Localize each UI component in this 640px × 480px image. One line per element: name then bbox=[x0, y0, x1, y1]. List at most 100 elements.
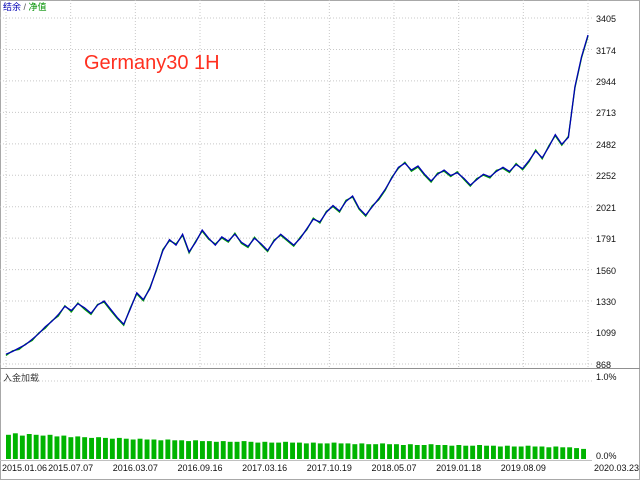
deposit-load-bar bbox=[518, 446, 524, 459]
x-tick-label: 2016.09.16 bbox=[177, 463, 223, 473]
deposit-load-bar bbox=[103, 437, 108, 459]
x-tick-label: 2018.05.07 bbox=[371, 463, 417, 473]
y-tick-label: 1099 bbox=[596, 328, 617, 339]
deposit-load-bar bbox=[567, 447, 573, 459]
deposit-load-bar bbox=[456, 445, 462, 459]
panel-divider bbox=[0, 368, 640, 369]
deposit-load-bar bbox=[248, 441, 254, 459]
x-tick-label: 2015.07.07 bbox=[48, 463, 94, 473]
deposit-load-bar bbox=[338, 443, 344, 459]
deposit-load-bar bbox=[317, 443, 323, 459]
deposit-load-bar bbox=[504, 445, 510, 459]
deposit-load-bar bbox=[484, 445, 489, 459]
y-tick-label: 2252 bbox=[596, 171, 617, 182]
deposit-load-bar bbox=[421, 445, 427, 459]
deposit-load-bar bbox=[345, 443, 351, 459]
deposit-load-bar bbox=[491, 445, 496, 459]
deposit-load-bar bbox=[414, 445, 420, 459]
y-tick-label: 1560 bbox=[596, 265, 617, 276]
deposit-load-bar bbox=[227, 441, 233, 459]
deposit-load-bar bbox=[380, 443, 385, 459]
deposit-load-bar bbox=[269, 442, 275, 459]
deposit-load-panel[interactable]: 入金加载 bbox=[0, 370, 592, 460]
deposit-load-bar bbox=[193, 440, 198, 459]
deposit-load-bar bbox=[525, 445, 531, 459]
deposit-load-bar bbox=[130, 439, 136, 459]
percent-max-label: 1.0% bbox=[596, 372, 617, 382]
deposit-load-bar bbox=[213, 441, 219, 459]
deposit-load-bar bbox=[123, 438, 129, 459]
deposit-load-bar bbox=[532, 446, 538, 459]
deposit-load-bar bbox=[61, 435, 67, 459]
deposit-load-bar bbox=[241, 441, 247, 459]
deposit-load-bar bbox=[497, 446, 503, 459]
series-line bbox=[5, 34, 589, 355]
deposit-load-bar bbox=[560, 447, 566, 459]
deposit-load-bar bbox=[435, 445, 441, 459]
deposit-load-bar bbox=[33, 434, 39, 459]
deposit-load-bar bbox=[158, 440, 164, 459]
y-tick-label: 2021 bbox=[596, 202, 617, 213]
deposit-load-bar bbox=[463, 445, 469, 459]
deposit-load-bar bbox=[54, 436, 60, 459]
deposit-load-bar bbox=[387, 444, 392, 459]
deposit-load-bars-canvas bbox=[0, 380, 592, 459]
deposit-load-bar bbox=[394, 444, 399, 459]
x-tick-label: 2020.03.23 bbox=[593, 463, 639, 473]
y-tick-label: 3405 bbox=[596, 14, 617, 24]
deposit-load-bar bbox=[68, 437, 74, 459]
deposit-load-bar bbox=[12, 433, 18, 459]
deposit-load-bar bbox=[186, 441, 191, 459]
legend-balance-label: 结余 bbox=[3, 2, 22, 12]
deposit-load-bar bbox=[449, 445, 455, 459]
x-tick-label: 2019.01.18 bbox=[436, 463, 482, 473]
y-tick-label: 868 bbox=[596, 360, 612, 370]
deposit-load-bar bbox=[26, 434, 32, 459]
x-axis-date-labels: 2015.01.06 2015.07.07 2016.03.07 2016.09.16… bbox=[0, 463, 640, 478]
deposit-load-bar bbox=[297, 442, 302, 459]
balance-equity-chart[interactable]: 结余 / 净值 Germany30 1H bbox=[0, 0, 592, 368]
deposit-load-bar bbox=[553, 446, 559, 459]
deposit-load-bar bbox=[255, 442, 261, 459]
chart-legend: 结余 / 净值 bbox=[3, 2, 47, 13]
deposit-load-bar bbox=[262, 441, 268, 459]
bars-baseline bbox=[0, 460, 592, 461]
x-tick-label: 2017.03.16 bbox=[242, 463, 288, 473]
deposit-load-bar bbox=[151, 439, 157, 459]
deposit-load-bar bbox=[19, 435, 25, 459]
y-tick-label: 2944 bbox=[596, 76, 617, 87]
deposit-load-bar bbox=[324, 443, 330, 459]
balance-chart-canvas[interactable] bbox=[0, 0, 592, 368]
deposit-load-bar bbox=[6, 434, 11, 459]
x-tick-label: 2015.01.06 bbox=[2, 463, 48, 473]
series-line bbox=[5, 35, 589, 357]
deposit-load-bar bbox=[165, 439, 171, 459]
legend-separator: / bbox=[21, 2, 29, 12]
y-axis-labels: 3405 3174 2944 2713 2482 2252 2021 1791 1560 1330… bbox=[594, 0, 640, 480]
deposit-load-bar bbox=[206, 441, 212, 459]
deposit-load-bar bbox=[200, 441, 205, 459]
deposit-load-bar bbox=[539, 446, 545, 459]
deposit-load-bar bbox=[116, 437, 122, 459]
deposit-load-bar bbox=[40, 435, 46, 459]
deposit-load-bar bbox=[574, 448, 579, 459]
deposit-load-bar bbox=[352, 444, 358, 459]
deposit-load-bar bbox=[546, 447, 552, 459]
deposit-load-bar bbox=[442, 445, 448, 459]
x-tick-label: 2017.10.19 bbox=[306, 463, 352, 473]
y-tick-label: 2713 bbox=[596, 108, 617, 119]
x-tick-label: 2016.03.07 bbox=[112, 463, 158, 473]
deposit-load-bar bbox=[137, 438, 143, 459]
deposit-load-bar bbox=[75, 436, 81, 459]
deposit-load-bar bbox=[220, 441, 226, 459]
deposit-load-bar bbox=[276, 442, 282, 459]
y-tick-label: 3174 bbox=[596, 45, 617, 56]
deposit-load-bar bbox=[366, 444, 372, 459]
deposit-load-bar bbox=[109, 438, 115, 459]
deposit-load-bar bbox=[144, 439, 150, 459]
x-tick-label: 2019.08.09 bbox=[500, 463, 546, 473]
deposit-load-bar bbox=[82, 437, 88, 459]
y-tick-label: 1791 bbox=[596, 234, 617, 245]
deposit-load-bar bbox=[359, 443, 365, 459]
deposit-load-bar bbox=[407, 444, 413, 459]
